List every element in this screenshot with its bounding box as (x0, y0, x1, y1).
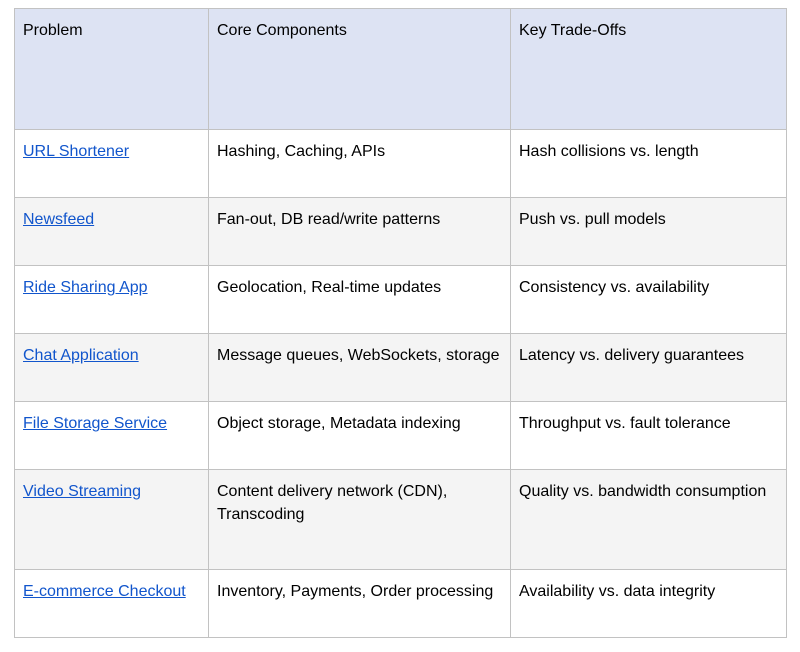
table-row-file-storage-service: File Storage Service Object storage, Met… (14, 401, 787, 470)
table-row-url-shortener: URL Shortener Hashing, Caching, APIs Has… (14, 129, 787, 198)
problem-link[interactable]: URL Shortener (23, 143, 130, 160)
components-cell: Message queues, WebSockets, storage (208, 333, 511, 402)
tradeoffs-cell: Push vs. pull models (510, 197, 787, 266)
components-cell: Object storage, Metadata indexing (208, 401, 511, 470)
column-header-key-trade-offs: Key Trade-Offs (510, 8, 787, 130)
components-cell: Content delivery network (CDN), Transcod… (208, 469, 511, 570)
tradeoffs-cell: Latency vs. delivery guarantees (510, 333, 787, 402)
problem-cell: E-commerce Checkout (14, 569, 209, 638)
problem-link[interactable]: Newsfeed (23, 211, 95, 228)
table-row-chat-application: Chat Application Message queues, WebSock… (14, 333, 787, 402)
tradeoffs-cell: Consistency vs. availability (510, 265, 787, 334)
problem-cell: Chat Application (14, 333, 209, 402)
components-cell: Inventory, Payments, Order processing (208, 569, 511, 638)
problem-link[interactable]: Video Streaming (23, 483, 141, 500)
components-cell: Hashing, Caching, APIs (208, 129, 511, 198)
tradeoffs-cell: Throughput vs. fault tolerance (510, 401, 787, 470)
column-header-core-components: Core Components (208, 8, 511, 130)
tradeoffs-cell: Hash collisions vs. length (510, 129, 787, 198)
problem-cell: Ride Sharing App (14, 265, 209, 334)
problem-link[interactable]: Ride Sharing App (23, 279, 148, 296)
problem-cell: Video Streaming (14, 469, 209, 570)
problem-link[interactable]: Chat Application (23, 347, 139, 364)
table-row-ride-sharing-app: Ride Sharing App Geolocation, Real-time … (14, 265, 787, 334)
problem-link[interactable]: E-commerce Checkout (23, 583, 186, 600)
table-row-video-streaming: Video Streaming Content delivery network… (14, 469, 787, 570)
components-cell: Geolocation, Real-time updates (208, 265, 511, 334)
system-design-problems-table: Problem Core Components Key Trade-Offs U… (14, 8, 787, 638)
table-row-ecommerce-checkout: E-commerce Checkout Inventory, Payments,… (14, 569, 787, 638)
problem-cell: File Storage Service (14, 401, 209, 470)
table-row-newsfeed: Newsfeed Fan-out, DB read/write patterns… (14, 197, 787, 266)
problem-cell: Newsfeed (14, 197, 209, 266)
table-header-row: Problem Core Components Key Trade-Offs (14, 8, 787, 130)
components-cell: Fan-out, DB read/write patterns (208, 197, 511, 266)
tradeoffs-cell: Quality vs. bandwidth consumption (510, 469, 787, 570)
problem-cell: URL Shortener (14, 129, 209, 198)
problem-link[interactable]: File Storage Service (23, 415, 168, 432)
column-header-problem: Problem (14, 8, 209, 130)
tradeoffs-cell: Availability vs. data integrity (510, 569, 787, 638)
